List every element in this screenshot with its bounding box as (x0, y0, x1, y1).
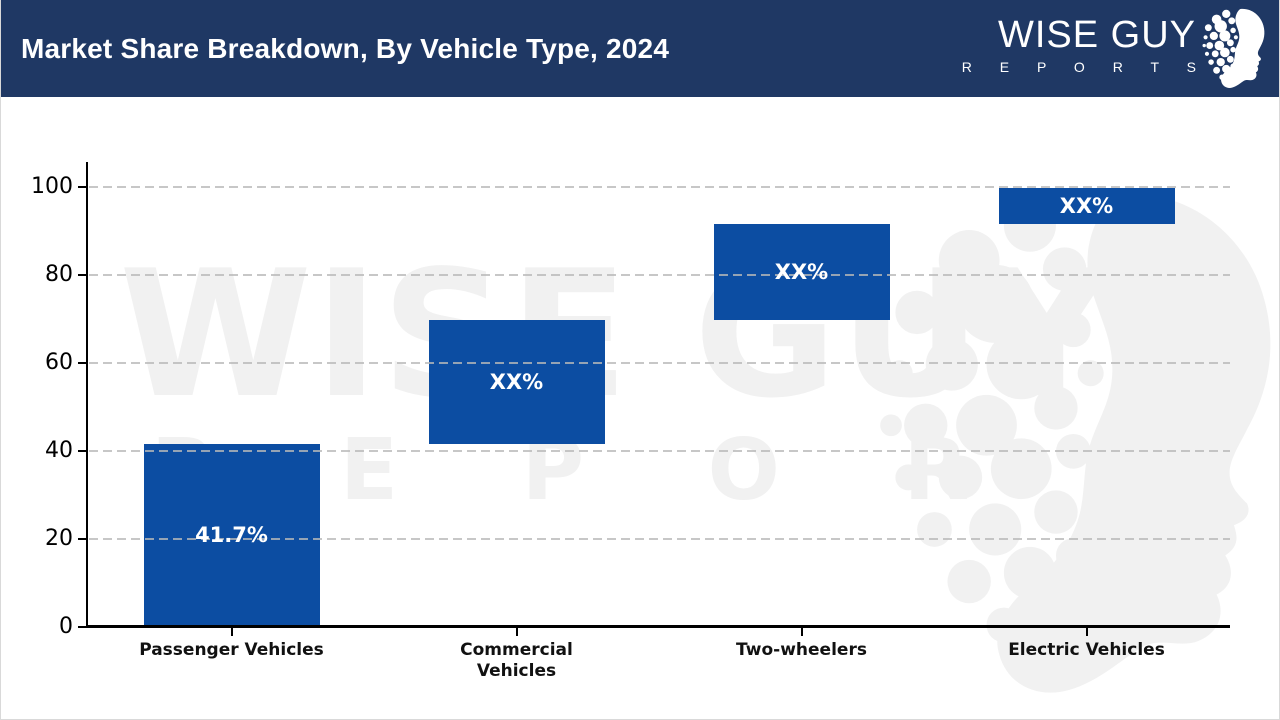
y-tick-0 (78, 626, 86, 628)
gridline-20 (89, 538, 1230, 540)
y-tick-40 (78, 450, 86, 452)
bar-value-label-commercial-vehicles: XX% (489, 369, 544, 394)
y-tick-20 (78, 538, 86, 540)
x-tick-electric-vehicles (1085, 628, 1088, 636)
x-category-label-passenger-vehicles: Passenger Vehicles (139, 640, 324, 660)
y-tick-label-60: 60 (45, 350, 73, 375)
gridline-60 (89, 362, 1230, 364)
gridline-40 (89, 450, 1230, 452)
x-category-label-electric-vehicles: Electric Vehicles (1008, 640, 1165, 660)
gridline-80 (89, 274, 1230, 276)
x-tick-passenger-vehicles (230, 628, 233, 636)
y-tick-label-40: 40 (45, 438, 73, 463)
bar-value-label-two-wheelers: XX% (774, 259, 829, 284)
logo-wordmark: WISE GUY (997, 14, 1196, 56)
bar-value-label-passenger-vehicles: 41.7% (195, 523, 268, 548)
bar-commercial-vehicles (428, 320, 605, 444)
logo-text: WISE GUY R E P O R T S (962, 14, 1196, 75)
y-tick-label-80: 80 (45, 262, 73, 287)
x-category-label-commercial-vehicles: Commercial Vehicles (460, 640, 573, 682)
y-tick-label-100: 100 (31, 174, 73, 199)
y-axis-line (86, 162, 88, 627)
wise-guy-reports-logo: WISE GUY R E P O R T S (962, 0, 1271, 97)
y-tick-label-0: 0 (59, 614, 73, 639)
x-tick-commercial-vehicles (515, 628, 518, 636)
watermark-head-logo-icon (865, 182, 1280, 712)
y-tick-label-20: 20 (45, 526, 73, 551)
y-tick-60 (78, 362, 86, 364)
gridline-100 (89, 186, 1230, 188)
logo-head-icon (1200, 7, 1269, 91)
title-banner: Market Share Breakdown, By Vehicle Type,… (1, 0, 1279, 97)
logo-subtitle: R E P O R T S (961, 58, 1208, 75)
x-axis-line (86, 625, 1230, 628)
y-tick-80 (78, 274, 86, 276)
bar-value-label-electric-vehicles: XX% (1059, 193, 1114, 218)
y-tick-100 (78, 186, 86, 188)
x-tick-two-wheelers (800, 628, 803, 636)
page-title: Market Share Breakdown, By Vehicle Type,… (21, 32, 670, 64)
bar-passenger-vehicles (143, 443, 320, 627)
bar-electric-vehicles (998, 188, 1175, 224)
bar-two-wheelers (713, 223, 890, 321)
x-category-label-two-wheelers: Two-wheelers (736, 640, 867, 660)
